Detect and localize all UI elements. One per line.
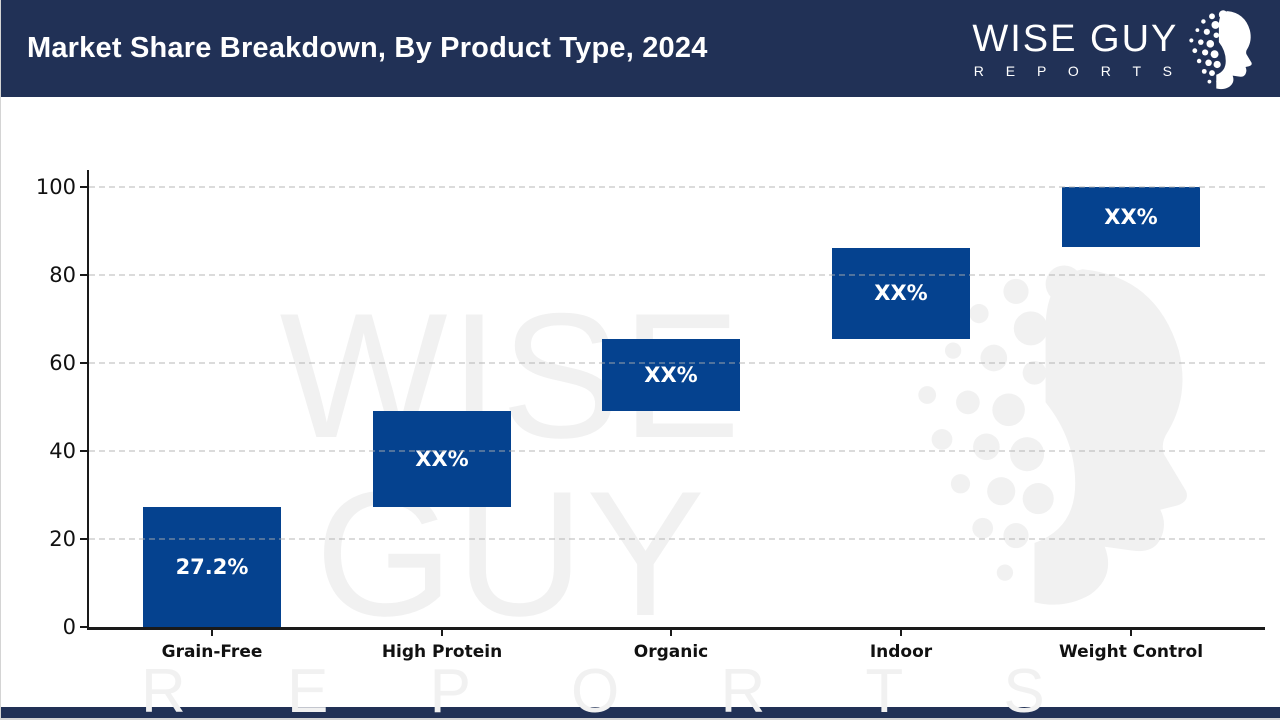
bar-grain-free: 27.2% xyxy=(143,507,281,627)
watermark-head-icon xyxy=(918,265,1187,605)
x-label-weight-control: Weight Control xyxy=(1058,642,1204,662)
x-tick-grain-free xyxy=(211,629,213,636)
logo-brand-text: WISE GUY xyxy=(972,17,1179,60)
y-tick-label-100: 100 xyxy=(35,175,76,199)
gridline-y20 xyxy=(89,538,1265,540)
bar-high-protein: XX% xyxy=(373,411,511,508)
page-title: Market Share Breakdown, By Product Type,… xyxy=(27,32,708,64)
bar-value-label: XX% xyxy=(1104,204,1158,229)
bar-value-label: XX% xyxy=(874,281,928,306)
wise-guy-reports-logo: WISE GUY R E P O R T S xyxy=(970,6,1255,92)
y-tick-100 xyxy=(80,186,89,188)
y-tick-label-0: 0 xyxy=(62,615,76,639)
x-label-grain-free: Grain-Free xyxy=(161,642,263,662)
bar-value-label: XX% xyxy=(644,363,698,388)
bar-organic: XX% xyxy=(602,338,740,412)
bar-weight-control: XX% xyxy=(1062,187,1200,247)
x-tick-indoor xyxy=(900,629,902,636)
x-tick-organic xyxy=(670,629,672,636)
y-axis-spine xyxy=(87,170,89,630)
waterfall-chart: WISE GUY R E P O R T S 0 20 40 60 80 100 27.2%… xyxy=(1,97,1280,723)
x-label-high-protein: High Protein xyxy=(381,642,503,662)
gridline-y40 xyxy=(89,450,1265,452)
x-axis-spine xyxy=(87,627,1265,630)
gridline-y60 xyxy=(89,362,1265,364)
header-bar: Market Share Breakdown, By Product Type,… xyxy=(1,0,1280,97)
gridline-y80 xyxy=(89,274,1265,276)
y-tick-80 xyxy=(80,274,89,276)
y-tick-label-80: 80 xyxy=(49,263,76,287)
y-tick-60 xyxy=(80,362,89,364)
gridline-y100 xyxy=(89,186,1265,188)
footer-bar xyxy=(1,707,1280,718)
logo-sub-text: R E P O R T S xyxy=(973,62,1181,79)
y-tick-20 xyxy=(80,538,89,540)
dotted-head-icon xyxy=(1189,9,1252,89)
bar-indoor: XX% xyxy=(832,247,970,339)
x-tick-high-protein xyxy=(441,629,443,636)
watermark-line2: R E P O R T S xyxy=(141,657,1087,726)
x-label-indoor: Indoor xyxy=(869,642,933,662)
bar-value-label: 27.2% xyxy=(175,555,249,580)
bar-value-label: XX% xyxy=(415,447,469,472)
y-tick-40 xyxy=(80,450,89,452)
y-tick-label-20: 20 xyxy=(49,527,76,551)
x-label-organic: Organic xyxy=(633,642,709,662)
x-tick-weight-control xyxy=(1130,629,1132,636)
y-tick-label-40: 40 xyxy=(49,439,76,463)
y-tick-label-60: 60 xyxy=(49,351,76,375)
y-tick-0 xyxy=(80,626,89,628)
